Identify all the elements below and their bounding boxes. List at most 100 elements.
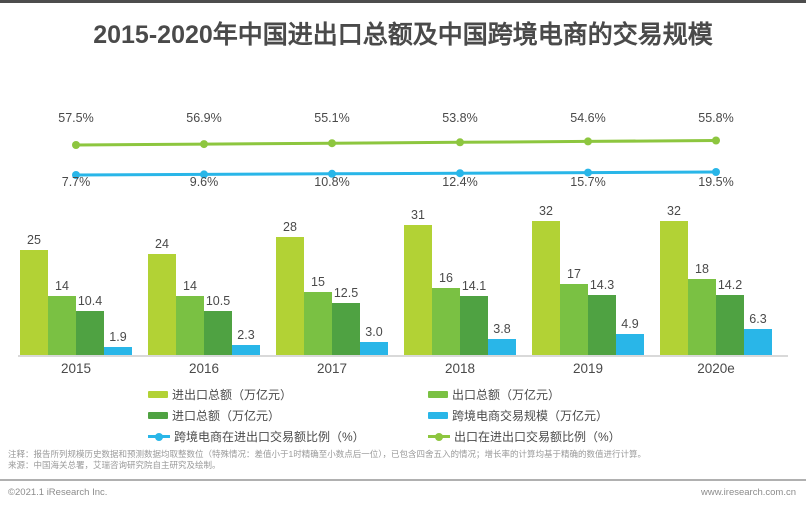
bar-column[interactable]: 6.3: [744, 103, 772, 355]
bar[interactable]: [588, 294, 616, 355]
bar-column[interactable]: 17: [560, 103, 588, 355]
bar-value-label: 16: [439, 270, 453, 285]
legend-item[interactable]: 跨境电商交易规模（万亿元）: [428, 407, 608, 424]
bar[interactable]: [560, 283, 588, 355]
bar-column[interactable]: 3.0: [360, 103, 388, 355]
bar-value-label: 4.9: [621, 317, 639, 332]
bar-column[interactable]: 4.9: [616, 103, 644, 355]
legend-color-swatch: [148, 412, 168, 419]
line-series-layer: [72, 136, 720, 179]
bar-column[interactable]: 14: [48, 103, 76, 355]
line-marker[interactable]: [584, 168, 592, 177]
bar-groups: 25 14 10.4 1.9 2015 24 14 10.5 2.3 2016 28 15 12.5 3.…: [0, 103, 806, 376]
bar[interactable]: [432, 287, 460, 355]
line-marker[interactable]: [328, 169, 336, 178]
line-marker[interactable]: [72, 141, 80, 149]
legend-label: 跨境电商交易规模（万亿元）: [452, 409, 609, 423]
export-ratio-label: 54.6%: [570, 111, 606, 125]
cross-border-ratio-label: 9.6%: [189, 175, 219, 189]
x-axis-label: 2017: [316, 361, 348, 376]
legend-color-swatch: [148, 391, 168, 398]
chart-legend: 进出口总额（万亿元） 出口总额（万亿元） 进口总额（万亿元） 跨境电商交易规模（万亿元…: [0, 386, 806, 448]
bar[interactable]: [204, 310, 232, 355]
legend-label: 进口总额（万亿元）: [172, 409, 281, 423]
line-path: [74, 170, 718, 177]
bar[interactable]: [276, 237, 304, 355]
cross-border-ratio-label: 10.8%: [314, 175, 350, 189]
legend-item[interactable]: 出口在进出口交易额比例（%）: [428, 428, 621, 445]
bar-value-label: 14.2: [717, 278, 743, 293]
bar-value-label: 3.8: [493, 322, 511, 337]
bar-value-label: 25: [27, 233, 41, 247]
bar[interactable]: [332, 302, 360, 355]
bar[interactable]: [488, 339, 516, 355]
bar[interactable]: [716, 295, 744, 355]
bar-column[interactable]: 2.3: [232, 103, 260, 355]
legend-item[interactable]: 跨境电商在进出口交易额比例（%）: [148, 428, 365, 445]
bar-column[interactable]: 14.3: [588, 103, 616, 355]
chart-notes: 注释：报告所列规模历史数据和预测数据均取整数位（特殊情况：差值小于1时精确至小数…: [8, 449, 798, 471]
bar[interactable]: [48, 296, 76, 355]
page-title: 2015-2020年中国进出口总额及中国跨境电商的交易规模: [93, 21, 713, 49]
bar-value-label: 1.9: [109, 330, 127, 345]
line-marker[interactable]: [200, 170, 208, 179]
bar-column[interactable]: 14.2: [716, 103, 744, 355]
legend-label: 出口总额（万亿元）: [452, 388, 561, 402]
bar[interactable]: [744, 328, 772, 355]
legend-label: 出口在进出口交易额比例（%）: [454, 430, 621, 444]
bar-column[interactable]: 31: [404, 103, 432, 355]
bar-column[interactable]: 24: [148, 103, 176, 355]
bar[interactable]: [616, 334, 644, 355]
bar-column[interactable]: 15: [304, 103, 332, 355]
bar[interactable]: [76, 311, 104, 355]
bar[interactable]: [304, 292, 332, 355]
line-marker[interactable]: [72, 171, 80, 179]
line-marker[interactable]: [200, 140, 208, 149]
bar[interactable]: [20, 250, 48, 355]
bar-column[interactable]: 14: [176, 103, 204, 355]
bar-column[interactable]: 10.5: [204, 103, 232, 355]
bar[interactable]: [688, 279, 716, 355]
bar[interactable]: [148, 254, 176, 355]
line-marker[interactable]: [712, 136, 720, 145]
legend-item[interactable]: 进口总额（万亿元）: [148, 407, 280, 424]
bar-column[interactable]: 18: [688, 103, 716, 355]
bar-column[interactable]: 3.8: [488, 103, 516, 355]
line-marker[interactable]: [456, 138, 464, 147]
bar-column[interactable]: 25: [20, 103, 48, 355]
bar-column[interactable]: 16: [432, 103, 460, 355]
bar[interactable]: [460, 295, 488, 355]
legend-item[interactable]: 出口总额（万亿元）: [428, 386, 560, 403]
line-marker[interactable]: [584, 137, 592, 146]
bar[interactable]: [404, 224, 432, 355]
line-marker[interactable]: [712, 168, 720, 176]
website-link[interactable]: www.iresearch.com.cn: [700, 487, 796, 498]
legend-item[interactable]: 进出口总额（万亿元）: [148, 386, 292, 403]
line-marker[interactable]: [456, 169, 464, 178]
bar-column[interactable]: 1.9: [104, 103, 132, 355]
bar-column[interactable]: 12.5: [332, 103, 360, 355]
line-marker[interactable]: [328, 139, 336, 148]
legend-label: 跨境电商在进出口交易额比例（%）: [174, 430, 365, 444]
bar-column[interactable]: 32: [660, 103, 688, 355]
bar-column[interactable]: 32: [532, 103, 560, 355]
bar[interactable]: [660, 220, 688, 355]
bar[interactable]: [104, 347, 132, 355]
bar-value-label: 32: [667, 203, 681, 218]
bar-value-label: 24: [155, 237, 169, 252]
bar[interactable]: [360, 342, 388, 355]
bar-value-label: 6.3: [749, 311, 767, 326]
bar-column[interactable]: 14.1: [460, 103, 488, 355]
export-ratio-label: 53.8%: [442, 111, 478, 125]
bar-group: 25 14 10.4 1.9 2015: [20, 103, 138, 376]
bar[interactable]: [532, 220, 560, 355]
bar-column[interactable]: 10.4: [76, 103, 104, 355]
bar-group: 31 16 14.1 3.8 2018: [404, 103, 522, 376]
x-axis-label: 2016: [188, 361, 220, 376]
bar[interactable]: [176, 296, 204, 355]
bar[interactable]: [232, 345, 260, 355]
bar-set: 28 15 12.5 3.0: [276, 103, 388, 355]
bar-column[interactable]: 28: [276, 103, 304, 355]
cross-border-ratio-label: 12.4%: [442, 175, 478, 189]
